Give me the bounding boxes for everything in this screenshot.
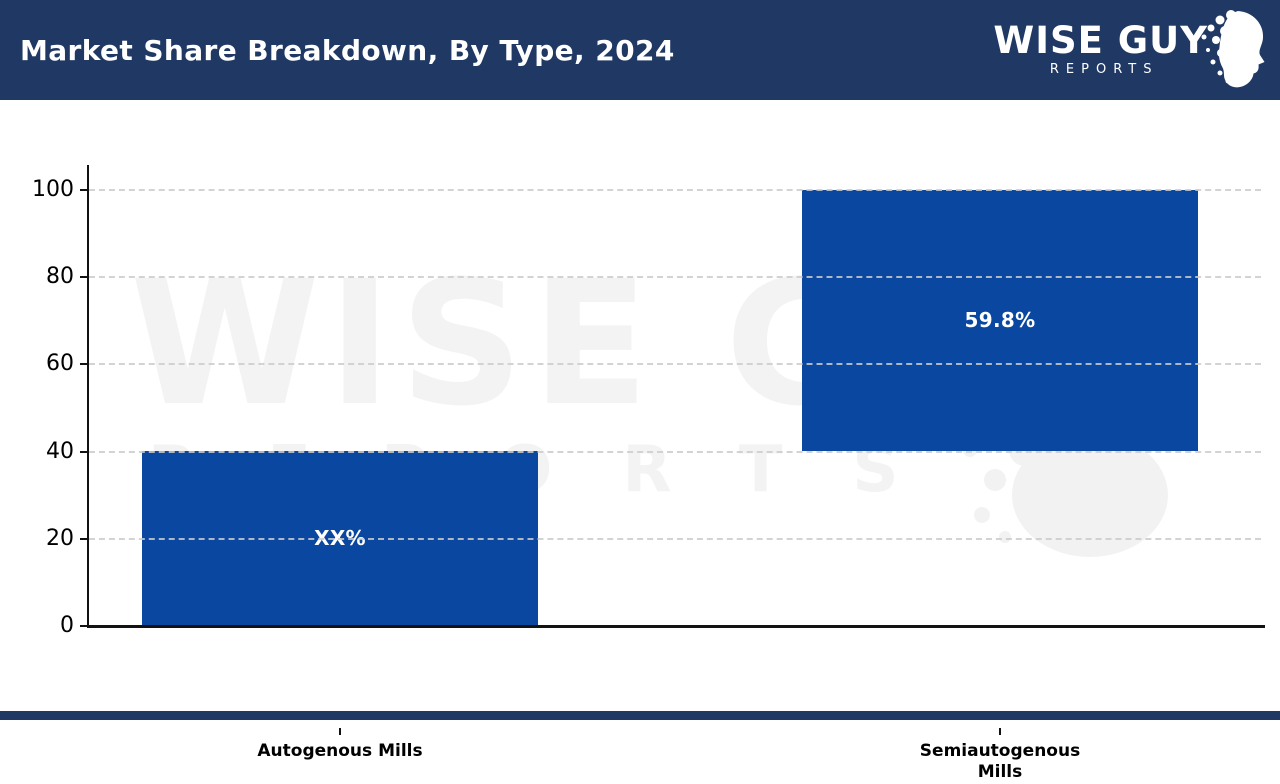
header-bar: Market Share Breakdown, By Type, 2024 WI… bbox=[0, 0, 1280, 100]
y-tick-label: 80 bbox=[46, 264, 74, 290]
page-title: Market Share Breakdown, By Type, 2024 bbox=[20, 33, 675, 67]
y-tick-label: 40 bbox=[46, 438, 74, 464]
y-axis-spine bbox=[87, 165, 89, 627]
y-tick bbox=[80, 625, 88, 627]
bar: 59.8% bbox=[802, 190, 1198, 451]
gridline bbox=[89, 450, 1261, 453]
x-tick-label: Semiautogenous Mills bbox=[919, 741, 1081, 783]
y-tick-label: 20 bbox=[46, 525, 74, 551]
y-tick-label: 60 bbox=[46, 351, 74, 377]
y-tick bbox=[80, 450, 88, 453]
y-tick-label: 0 bbox=[60, 613, 74, 638]
y-tick-label: 100 bbox=[32, 177, 74, 202]
y-tick bbox=[80, 189, 88, 191]
x-tick bbox=[999, 728, 1001, 735]
logo-name: WISE GUY bbox=[993, 18, 1208, 62]
logo-subtitle: REPORTS bbox=[1049, 61, 1159, 77]
gridline bbox=[89, 363, 1261, 366]
bar-value-label: 59.8% bbox=[964, 308, 1036, 333]
y-tick bbox=[80, 363, 88, 366]
y-tick bbox=[80, 537, 88, 540]
logo-text: WISE GUY REPORTS bbox=[993, 22, 1208, 77]
gridline bbox=[89, 189, 1261, 191]
x-axis-spine bbox=[87, 625, 1265, 628]
gridline bbox=[89, 537, 1261, 540]
x-tick-label: Autogenous Mills bbox=[257, 741, 423, 761]
y-tick bbox=[80, 276, 88, 279]
logo-face-icon bbox=[1201, 10, 1265, 88]
footer-bar bbox=[0, 711, 1280, 720]
gridline bbox=[89, 276, 1261, 279]
x-tick bbox=[339, 728, 341, 735]
wise-guy-logo: WISE GUY REPORTS bbox=[993, 7, 1268, 91]
chart-area: WISE GUY REPORTS 0 20 40 60 80 100 XX% 59.8% Aut… bbox=[0, 100, 1280, 782]
